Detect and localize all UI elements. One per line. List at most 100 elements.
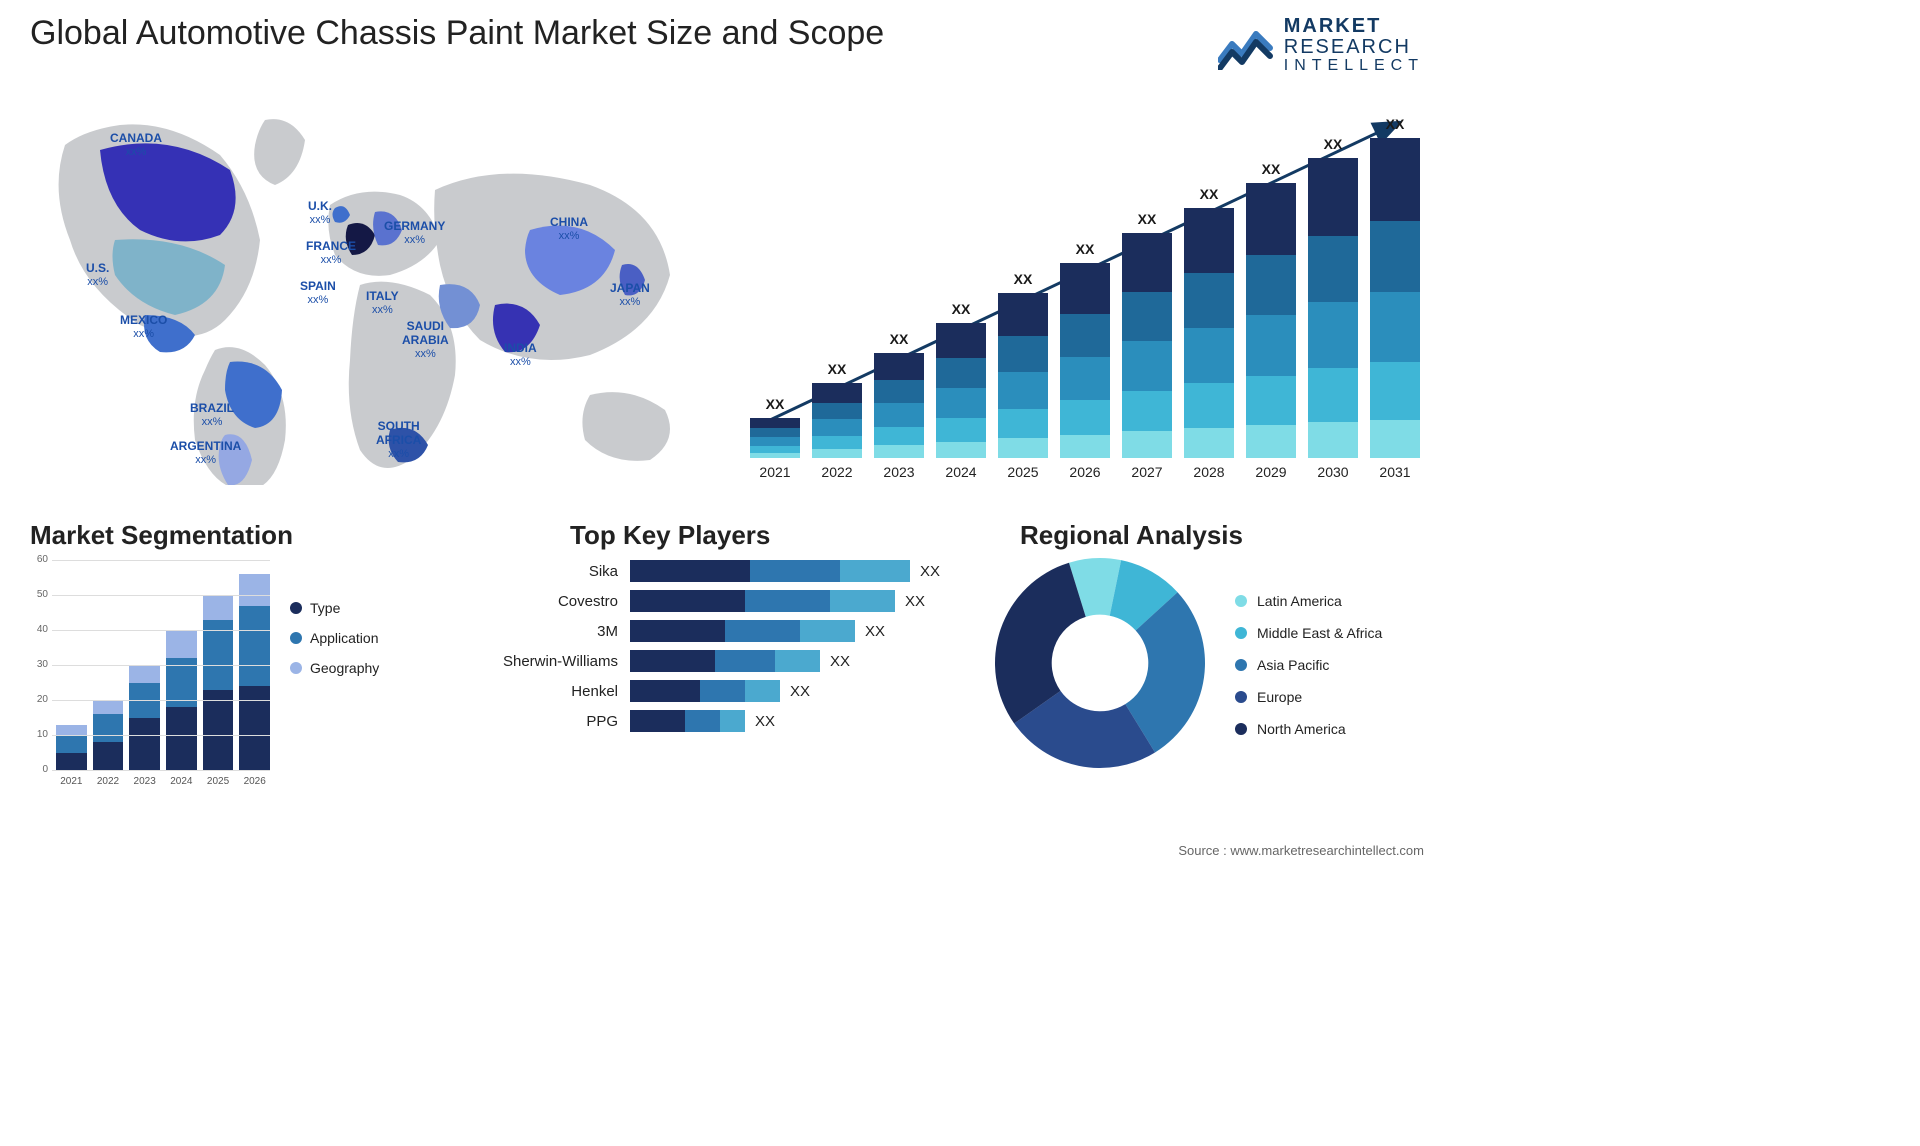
map-label: INDIAxx% — [504, 342, 537, 368]
seg-bar — [56, 725, 87, 771]
regional-donut: Latin America Middle East & Africa Asia Pa… — [985, 548, 1425, 828]
map-label: U.S.xx% — [86, 262, 109, 288]
seg-year-label: 2022 — [93, 776, 124, 787]
player-row: Sherwin-WilliamsXX — [490, 650, 950, 672]
player-name: Henkel — [490, 683, 630, 700]
growth-year-label: 2029 — [1246, 464, 1296, 480]
map-label: SPAINxx% — [300, 280, 336, 306]
map-label: ARGENTINAxx% — [170, 440, 241, 466]
donut-legend-item: Asia Pacific — [1235, 657, 1382, 673]
seg-year-label: 2021 — [56, 776, 87, 787]
map-label: FRANCExx% — [306, 240, 356, 266]
growth-chart: XXXXXXXXXXXXXXXXXXXXXX 20212022202320242… — [750, 100, 1420, 480]
logo-mark-icon — [1218, 20, 1274, 70]
seg-year-label: 2024 — [166, 776, 197, 787]
regional-title: Regional Analysis — [1020, 520, 1243, 551]
growth-bar: XX — [812, 383, 862, 458]
player-name: Sherwin-Williams — [490, 653, 630, 670]
segmentation-title: Market Segmentation — [30, 520, 293, 551]
seg-legend-item: Geography — [290, 660, 379, 676]
map-label: SAUDIARABIAxx% — [402, 320, 449, 360]
seg-year-label: 2025 — [203, 776, 234, 787]
player-bar — [630, 680, 780, 702]
logo-line-3: INTELLECT — [1284, 58, 1424, 75]
source-text: Source : www.marketresearchintellect.com — [1178, 843, 1424, 858]
seg-ytick: 0 — [30, 764, 48, 775]
page-title: Global Automotive Chassis Paint Market S… — [30, 14, 884, 53]
donut-legend-item: Latin America — [1235, 593, 1382, 609]
growth-bar-value: XX — [750, 396, 800, 412]
seg-ytick: 50 — [30, 589, 48, 600]
seg-bar — [129, 665, 160, 770]
seg-ytick: 40 — [30, 624, 48, 635]
donut-svg — [985, 548, 1215, 778]
growth-bar: XX — [998, 293, 1048, 458]
seg-ytick: 10 — [30, 729, 48, 740]
growth-bar-value: XX — [1246, 161, 1296, 177]
growth-bar: XX — [936, 323, 986, 458]
donut-legend-item: Europe — [1235, 689, 1382, 705]
seg-year-label: 2023 — [129, 776, 160, 787]
donut-legend-item: Middle East & Africa — [1235, 625, 1382, 641]
growth-year-label: 2030 — [1308, 464, 1358, 480]
growth-bar-value: XX — [874, 331, 924, 347]
growth-year-label: 2021 — [750, 464, 800, 480]
map-label: U.K.xx% — [308, 200, 332, 226]
player-name: Sika — [490, 563, 630, 580]
growth-year-label: 2025 — [998, 464, 1048, 480]
segmentation-chart: 0102030405060 202120222023202420252026 T… — [30, 560, 460, 830]
logo-line-2: RESEARCH — [1284, 37, 1424, 58]
growth-bar: XX — [750, 418, 800, 458]
donut-legend: Latin America Middle East & Africa Asia Pa… — [1235, 593, 1382, 753]
growth-year-label: 2024 — [936, 464, 986, 480]
growth-bar-value: XX — [1122, 211, 1172, 227]
seg-year-label: 2026 — [239, 776, 270, 787]
growth-bar: XX — [1370, 138, 1420, 458]
players-title: Top Key Players — [570, 520, 770, 551]
player-value: XX — [780, 683, 810, 700]
player-bar — [630, 590, 895, 612]
player-value: XX — [910, 563, 940, 580]
player-bar — [630, 560, 910, 582]
growth-year-label: 2028 — [1184, 464, 1234, 480]
map-label: ITALYxx% — [366, 290, 399, 316]
donut-legend-item: North America — [1235, 721, 1382, 737]
logo-line-1: MARKET — [1284, 16, 1424, 37]
seg-ytick: 30 — [30, 659, 48, 670]
player-row: PPGXX — [490, 710, 950, 732]
seg-legend-item: Application — [290, 630, 379, 646]
player-name: Covestro — [490, 593, 630, 610]
growth-bar: XX — [1184, 208, 1234, 458]
player-value: XX — [745, 713, 775, 730]
seg-legend-item: Type — [290, 600, 379, 616]
player-value: XX — [895, 593, 925, 610]
seg-ytick: 60 — [30, 554, 48, 565]
player-bar — [630, 620, 855, 642]
growth-bar-value: XX — [936, 301, 986, 317]
growth-year-label: 2023 — [874, 464, 924, 480]
player-name: 3M — [490, 623, 630, 640]
map-label: CANADAxx% — [110, 132, 162, 158]
world-map: CANADAxx%U.S.xx%MEXICOxx%BRAZILxx%ARGENT… — [30, 90, 710, 485]
map-label: CHINAxx% — [550, 216, 588, 242]
player-row: Covestro XX — [490, 590, 950, 612]
seg-bar — [203, 595, 234, 770]
growth-bar: XX — [1246, 183, 1296, 458]
growth-bar-value: XX — [998, 271, 1048, 287]
logo: MARKET RESEARCH INTELLECT — [1218, 16, 1424, 75]
growth-bar-value: XX — [1370, 116, 1420, 132]
map-label: GERMANYxx% — [384, 220, 445, 246]
player-row: Sika XX — [490, 560, 950, 582]
player-row: 3MXX — [490, 620, 950, 642]
map-label: MEXICOxx% — [120, 314, 167, 340]
growth-year-label: 2027 — [1122, 464, 1172, 480]
growth-bar: XX — [874, 353, 924, 458]
player-bar — [630, 650, 820, 672]
growth-bar-value: XX — [1184, 186, 1234, 202]
growth-year-label: 2031 — [1370, 464, 1420, 480]
seg-ytick: 20 — [30, 694, 48, 705]
map-label: SOUTHAFRICAxx% — [376, 420, 421, 460]
player-bar — [630, 710, 745, 732]
growth-bar: XX — [1060, 263, 1110, 458]
player-row: Henkel XX — [490, 680, 950, 702]
